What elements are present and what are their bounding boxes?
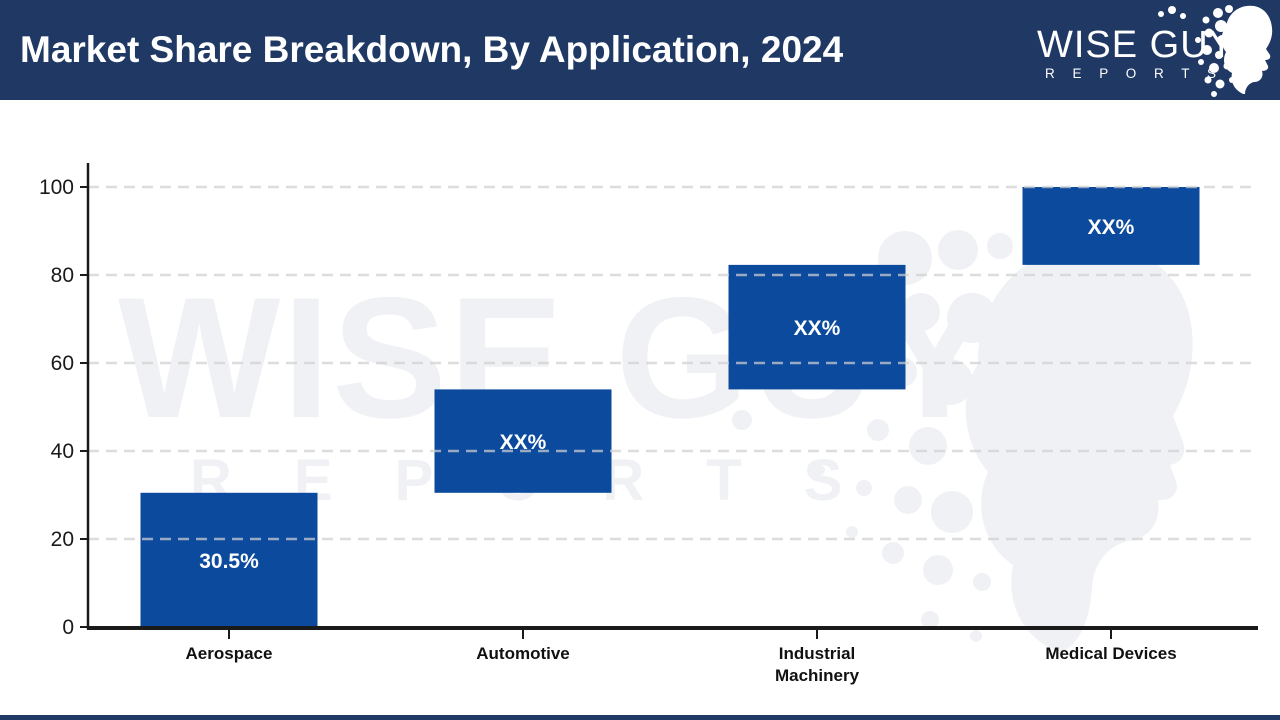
y-tick-label-20: 20 — [51, 528, 74, 551]
category-label-medical-devices: Medical Devices — [1045, 644, 1176, 663]
bar-value-label: XX% — [794, 317, 841, 340]
category-label-aerospace: Aerospace — [186, 644, 273, 663]
y-tick-label-60: 60 — [51, 352, 74, 375]
bar-medical-devices — [1022, 187, 1200, 265]
bar-value-label: 30.5% — [199, 550, 259, 573]
page-title: Market Share Breakdown, By Application, … — [20, 29, 844, 70]
logo-face-icon — [1158, 5, 1273, 97]
logo-wordmark: WISE GUY — [1037, 24, 1235, 66]
bar-industrial-machinery — [728, 264, 906, 390]
category-label-automotive: Automotive — [476, 644, 570, 663]
bar-value-label: XX% — [500, 431, 547, 454]
footer-accent-bar — [0, 715, 1280, 720]
logo-subtext: R E P O R T S — [1045, 66, 1223, 81]
bar-aerospace — [140, 492, 318, 627]
y-tick-label-80: 80 — [51, 264, 74, 287]
wise-guy-reports-logo: WISE GUY R E P O R T S — [1037, 5, 1273, 97]
header-band: Market Share Breakdown, By Application, … — [0, 0, 1280, 100]
waterfall-chart: 0 20 40 60 80 100 Aerospace Automotive Industria… — [39, 163, 1258, 685]
y-tick-label-0: 0 — [62, 616, 74, 639]
y-tick-label-40: 40 — [51, 440, 74, 463]
bar-automotive — [434, 389, 612, 493]
category-label-industrial-machinery: Industrial — [779, 644, 856, 663]
category-label-industrial-machinery: Machinery — [775, 666, 860, 685]
bar-value-label: XX% — [1088, 216, 1135, 239]
y-tick-label-100: 100 — [39, 176, 74, 199]
